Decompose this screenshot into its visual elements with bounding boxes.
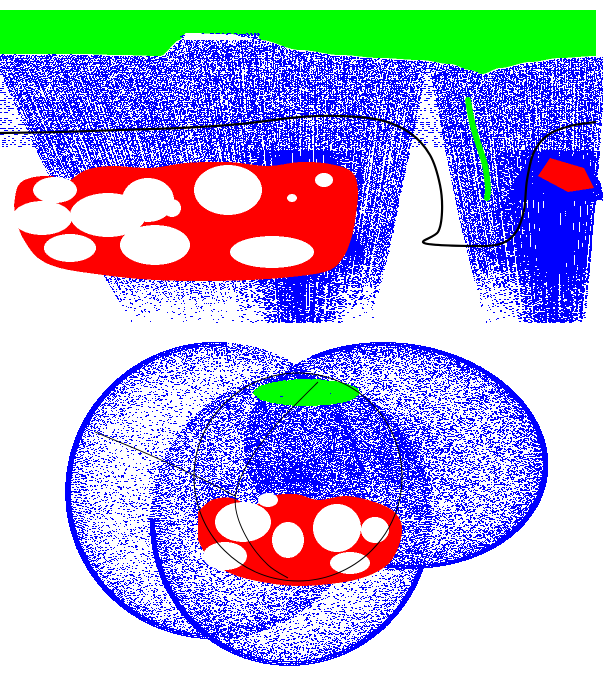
- red-region-hole: [122, 178, 174, 222]
- red-region-hole: [313, 504, 361, 552]
- red-region-hole: [12, 201, 72, 235]
- red-region-hole: [272, 522, 304, 558]
- panel-three-d-perspective-view: [0, 335, 603, 681]
- red-region-hole: [163, 199, 181, 217]
- perspective-canvas: [0, 335, 603, 681]
- red-region-hole: [230, 236, 314, 268]
- red-region-hole: [315, 173, 333, 187]
- equatorial-red-group: [198, 493, 402, 586]
- red-region-hole: [194, 165, 262, 215]
- red-region-hole: [330, 552, 370, 574]
- red-region-hole: [44, 234, 96, 262]
- red-region-hole: [258, 493, 278, 507]
- red-region-hole: [287, 194, 297, 202]
- cross-section-canvas: [0, 0, 603, 330]
- red-region-hole: [361, 517, 389, 543]
- red-region-hole: [120, 225, 190, 265]
- polar-green-patch: [253, 379, 360, 406]
- red-region-hole: [33, 177, 77, 203]
- red-region-hole: [215, 502, 271, 542]
- panel-meridional-cross-section: [0, 0, 603, 330]
- red-region-hole: [203, 542, 247, 570]
